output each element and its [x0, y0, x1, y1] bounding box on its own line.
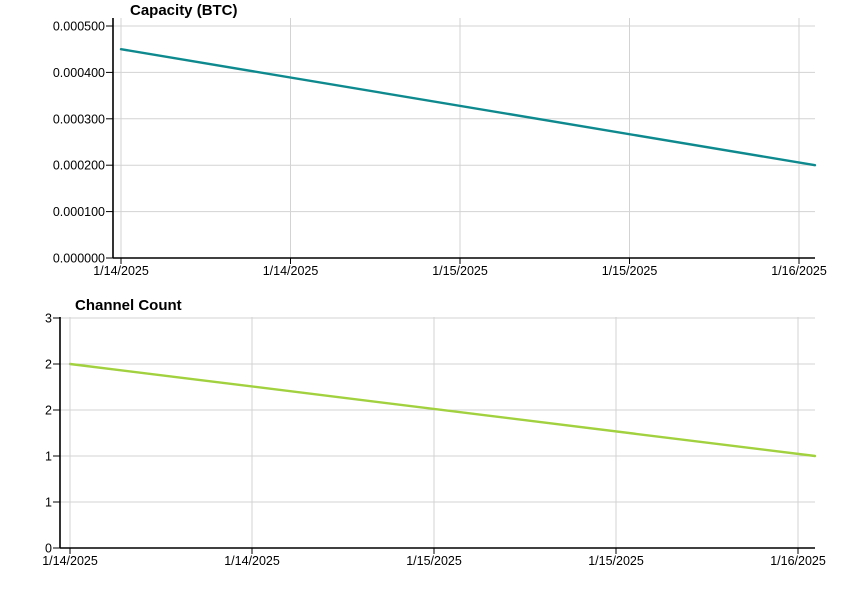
y-tick-label: 2 [45, 358, 52, 372]
channel-count-chart-title: Channel Count [75, 297, 182, 314]
y-tick-label: 0.000200 [53, 159, 105, 173]
x-tick-label: 1/14/2025 [224, 554, 280, 568]
x-tick-label: 1/16/2025 [770, 554, 826, 568]
y-tick-label: 1 [45, 496, 52, 510]
y-tick-label: 0.000300 [53, 112, 105, 126]
series-line [119, 48, 817, 167]
y-tick-label: 2 [45, 404, 52, 418]
y-tick-label: 0.000000 [53, 252, 105, 266]
x-tick-label: 1/14/2025 [93, 264, 149, 278]
y-tick-label: 0.000400 [53, 66, 105, 80]
y-tick-label: 0.000500 [53, 20, 105, 34]
capacity-chart-title: Capacity (BTC) [130, 2, 238, 19]
x-tick-label: 1/14/2025 [263, 264, 319, 278]
x-tick-label: 1/15/2025 [588, 554, 644, 568]
capacity-chart: 0.000500 0.000400 0.000300 0.000200 0.000100… [53, 18, 827, 278]
y-tick-label: 0.000100 [53, 205, 105, 219]
y-tick-label: 3 [45, 312, 52, 326]
x-tick-label: 1/14/2025 [42, 554, 98, 568]
series-line [68, 362, 817, 458]
x-tick-label: 1/16/2025 [771, 264, 827, 278]
x-tick-label: 1/15/2025 [406, 554, 462, 568]
y-tick-label: 1 [45, 450, 52, 464]
x-tick-label: 1/15/2025 [432, 264, 488, 278]
x-tick-label: 1/15/2025 [602, 264, 658, 278]
y-tick-label: 0 [45, 542, 52, 556]
